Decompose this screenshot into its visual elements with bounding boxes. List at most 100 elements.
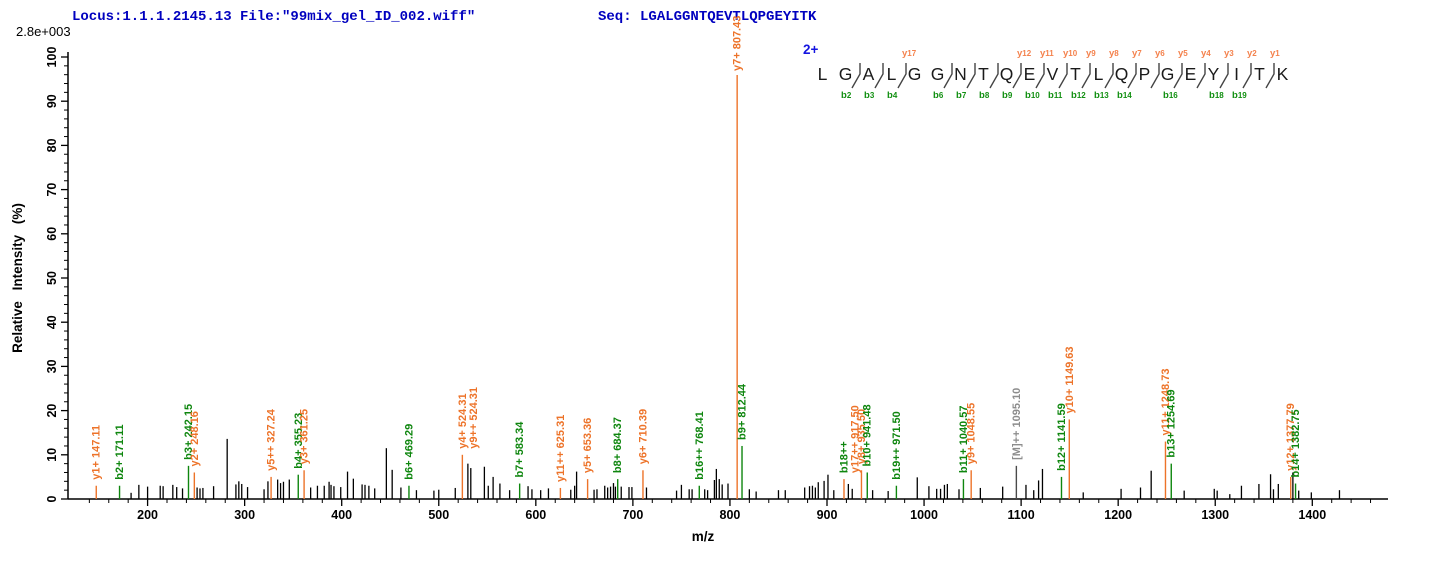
peak-label: y3+ 361.25 — [299, 409, 311, 464]
cleavage-marker: b7 — [956, 61, 979, 101]
cleavage-slash-icon — [1012, 63, 1022, 89]
ladder-b-label-b11: b11 — [1048, 90, 1063, 101]
cleavage-marker: y3 b18 — [1209, 48, 1234, 101]
x-tick-label: 1100 — [1008, 508, 1035, 522]
x-tick-label: 200 — [137, 508, 158, 522]
seq-label: Seq: — [598, 9, 641, 25]
cleavage-marker: b2 — [841, 61, 864, 101]
ladder-b-label-b12: b12 — [1071, 90, 1086, 101]
peak-label: b4+ 355.23 — [293, 413, 305, 469]
ladder-y-label-y2: y2 — [1247, 48, 1257, 59]
peak-label: b10+ 941.48 — [862, 404, 874, 466]
base-peak-intensity-label: 2.8e+003 — [16, 24, 71, 39]
peak-label: b7+ 583.34 — [514, 421, 526, 478]
peak-label: b13+ 1254.69 — [1166, 389, 1178, 457]
residue-1-L: L — [817, 64, 828, 84]
cleavage-marker: y9 b12 — [1071, 48, 1096, 101]
cleavage-marker: y17 b4 — [887, 48, 916, 101]
x-tick-label: 700 — [622, 508, 643, 522]
ladder-b-label-b9: b9 — [1002, 90, 1013, 101]
peak-label: y5++ 327.24 — [266, 408, 278, 471]
residue-21-K: K — [1276, 64, 1289, 84]
cleavage-slash-icon — [1081, 63, 1091, 89]
peak-label: y7+ 807.43 — [732, 16, 744, 71]
ladder-b-label-b13: b13 — [1094, 90, 1109, 101]
cleavage-marker: y8 b13 — [1094, 48, 1119, 101]
peak-label: y6+ 710.39 — [637, 409, 649, 464]
y-tick-label: 50 — [45, 271, 59, 285]
peak-label: b3+ 242.15 — [183, 404, 195, 460]
x-tick-label: 300 — [234, 508, 255, 522]
peak-label: y9+ 1048.55 — [966, 403, 978, 464]
cleavage-slash-icon — [1150, 63, 1160, 89]
peak-label: y8+ 935.50 — [856, 409, 868, 464]
y-tick-label: 70 — [45, 183, 59, 197]
ladder-b-label-b2: b2 — [841, 90, 852, 101]
ladder-y-label-y4: y4 — [1201, 48, 1211, 59]
peak-label: y10+ 1149.63 — [1064, 346, 1076, 413]
peak-label: y1+ 147.11 — [91, 425, 103, 480]
ladder-b-label-b7: b7 — [956, 90, 967, 101]
x-tick-label: 1000 — [910, 508, 938, 522]
peak-label: y11+ 1248.73 — [1160, 369, 1172, 436]
y-tick-label: 30 — [45, 359, 59, 373]
ladder-y-label-y5: y5 — [1178, 48, 1188, 59]
sequence-header: Seq: LGALGGNTQEVTLQPGEYITK — [598, 9, 816, 25]
cleavage-slash-icon — [1265, 63, 1275, 89]
peak-label: b6+ 469.29 — [403, 424, 415, 480]
peak-label: y2+ 248.16 — [189, 411, 201, 466]
peak-label: b16++ 768.41 — [694, 411, 706, 480]
y-tick-label: 80 — [45, 138, 59, 152]
y-tick-label: 100 — [45, 47, 59, 68]
y-tick-label: 60 — [45, 227, 59, 241]
cleavage-slash-icon — [1173, 63, 1183, 89]
peak-label: b9+ 812.44 — [737, 383, 749, 440]
precursor-charge-label: 2+ — [803, 42, 819, 57]
peak-label: b12+ 1141.59 — [1056, 403, 1068, 471]
ladder-y-label-y11: y11 — [1040, 48, 1054, 59]
x-tick-label: 1400 — [1298, 508, 1326, 522]
x-tick-label: 400 — [331, 508, 352, 522]
cleavage-slash-icon — [966, 63, 976, 89]
y-tick-label: 90 — [45, 94, 59, 108]
x-tick-label: 800 — [720, 508, 741, 522]
cleavage-slash-icon — [851, 63, 861, 89]
peptide-sequence: LGALGGNTQEVTLQPGEYITK — [640, 9, 817, 25]
cleavage-slash-icon — [874, 63, 884, 89]
cleavage-marker: y2 b19 — [1232, 48, 1257, 101]
ladder-y-label-y1: y1 — [1270, 48, 1280, 59]
cleavage-marker: b3 — [864, 61, 887, 101]
peak-label: y4+ 524.31 — [457, 393, 469, 448]
residue-5-G: G — [907, 64, 922, 84]
ladder-b-label-b3: b3 — [864, 90, 875, 101]
ladder-b-label-b8: b8 — [979, 90, 990, 101]
ladder-b-label-b4: b4 — [887, 90, 898, 101]
cleavage-marker: y7 b14 — [1117, 48, 1142, 101]
peak-label: b2+ 171.11 — [114, 424, 126, 479]
y-axis-title: Relative Intensity (%) — [10, 203, 25, 353]
cleavage-marker: y5 b16 — [1163, 48, 1188, 101]
cleavage-slash-icon — [1219, 63, 1229, 89]
cleavage-marker: y11 b10 — [1025, 48, 1054, 101]
cleavage-marker: b8 — [979, 61, 1002, 101]
ladder-y-label-y7: y7 — [1132, 48, 1142, 59]
peak-label: y5+ 653.36 — [582, 418, 594, 473]
x-tick-label: 500 — [428, 508, 449, 522]
cleavage-marker: b6 — [933, 61, 956, 101]
x-tick-label: 600 — [525, 508, 546, 522]
ladder-y-label-y3: y3 — [1224, 48, 1234, 59]
